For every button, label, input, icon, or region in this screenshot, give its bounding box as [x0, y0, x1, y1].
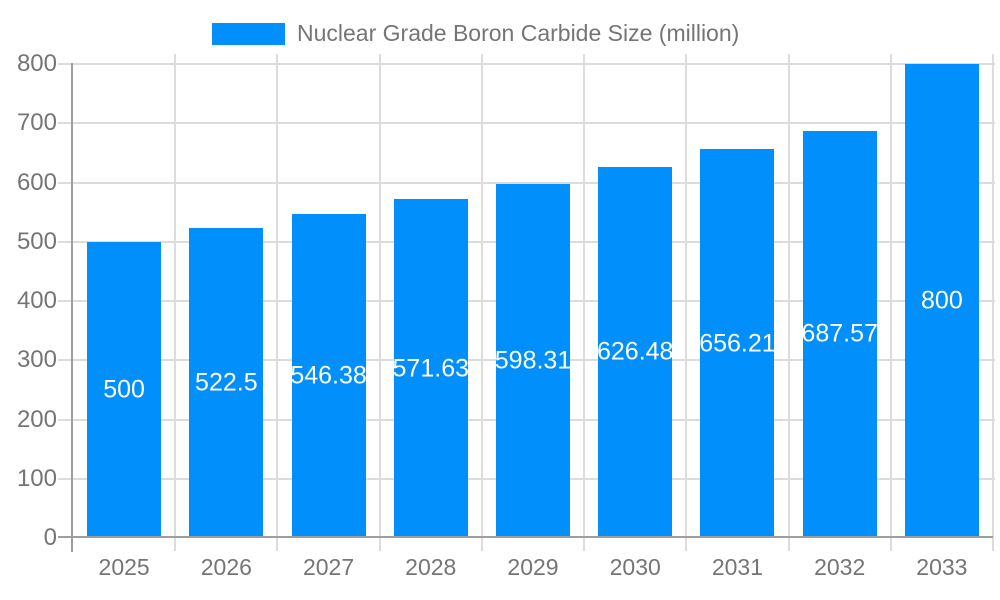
legend-swatch: [212, 22, 285, 45]
x-axis-label: 2027: [302, 554, 355, 580]
bar-2025[interactable]: [87, 241, 162, 538]
bar-value-label: 598.31: [494, 346, 572, 375]
y-axis-label: 400: [16, 287, 57, 314]
bar-value-label: 571.63: [392, 354, 469, 383]
bar-value-label: 687.57: [801, 319, 878, 348]
plot-area: 500 522.5 546.38 571.63 598.31 626.48 656.21 68…: [58, 54, 995, 551]
gridline-vertical: [685, 54, 688, 551]
legend-item[interactable]: Nuclear Grade Boron Carbide Size (millio…: [212, 20, 739, 47]
bar-2027[interactable]: [291, 214, 366, 538]
x-axis-label: 2026: [200, 554, 252, 580]
gridline-vertical: [378, 54, 381, 551]
y-axis-label: 800: [16, 50, 57, 77]
gridline-vertical: [276, 54, 279, 551]
y-axis-label: 100: [16, 464, 57, 492]
gridline-vertical: [480, 54, 483, 551]
y-axis-label: 200: [16, 405, 57, 433]
bar-2029[interactable]: [496, 183, 570, 538]
bar-2026[interactable]: [189, 228, 264, 538]
gridline-vertical: [174, 54, 177, 551]
bar-value-label: 656.21: [699, 329, 776, 358]
y-axis-label: 500: [16, 227, 57, 255]
gridline-vertical: [889, 54, 892, 551]
y-axis-label: 600: [16, 168, 57, 196]
y-axis-label: 700: [16, 109, 57, 137]
bar-value-label: 626.48: [596, 337, 674, 366]
gridline-horizontal: [58, 122, 995, 125]
bar-2030[interactable]: [598, 166, 673, 538]
bar-value-label: 546.38: [290, 361, 367, 390]
bar-2028[interactable]: [393, 199, 468, 538]
x-axis-line: [58, 536, 993, 538]
gridline-vertical: [992, 54, 994, 551]
gridline-horizontal: [58, 181, 995, 184]
gridline-vertical: [583, 54, 586, 551]
x-axis-label: 2033: [916, 554, 968, 580]
x-axis-label: 2029: [507, 554, 559, 580]
bar-2033[interactable]: [904, 64, 979, 538]
x-axis-label: 2031: [711, 554, 764, 580]
y-axis-label: 300: [16, 346, 57, 374]
gridline-horizontal: [58, 63, 995, 65]
bar-2031[interactable]: [700, 149, 775, 538]
x-axis-label: 2032: [814, 554, 866, 580]
gridline-vertical: [787, 54, 790, 551]
legend: Nuclear Grade Boron Carbide Size (millio…: [212, 20, 739, 47]
legend-label: Nuclear Grade Boron Carbide Size (millio…: [297, 20, 740, 46]
x-axis-label: 2025: [98, 554, 150, 580]
bar-value-label: 500: [103, 375, 145, 404]
y-axis-line: [71, 63, 73, 552]
bar-value-label: 522.5: [195, 368, 258, 397]
y-axis-label: 0: [43, 524, 57, 551]
x-axis-label: 2030: [609, 554, 661, 580]
bar-value-label: 800: [921, 286, 963, 315]
x-axis-label: 2028: [405, 554, 457, 580]
bar-2032[interactable]: [802, 130, 877, 538]
